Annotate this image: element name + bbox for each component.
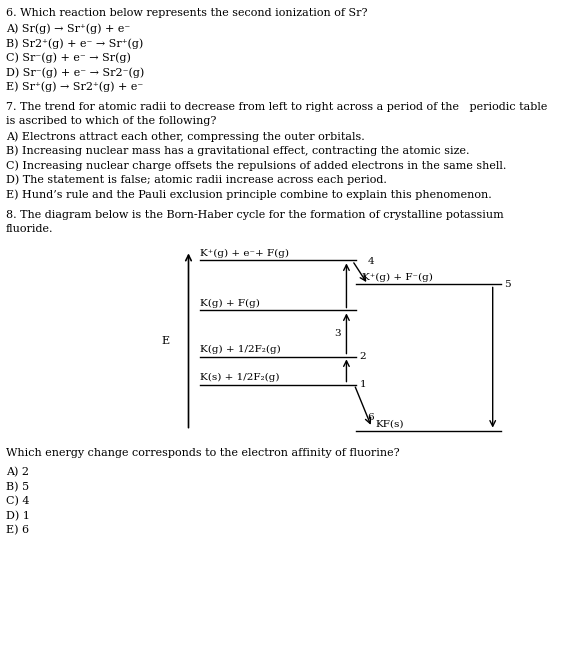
Text: 3: 3 <box>334 329 341 338</box>
Text: D) The statement is false; atomic radii increase across each period.: D) The statement is false; atomic radii … <box>6 175 387 185</box>
Text: B) 5: B) 5 <box>6 481 29 492</box>
Text: E) Hund’s rule and the Pauli exclusion principle combine to explain this phenome: E) Hund’s rule and the Pauli exclusion p… <box>6 189 492 199</box>
Text: C) Sr⁻(g) + e⁻ → Sr(g): C) Sr⁻(g) + e⁻ → Sr(g) <box>6 52 131 63</box>
Text: K(s) + 1/2F₂(g): K(s) + 1/2F₂(g) <box>200 373 280 382</box>
Text: K(g) + F(g): K(g) + F(g) <box>200 299 260 308</box>
Text: D) Sr⁻(g) + e⁻ → Sr2⁻(g): D) Sr⁻(g) + e⁻ → Sr2⁻(g) <box>6 67 144 78</box>
Text: 8. The diagram below is the Born-Haber cycle for the formation of crystalline po: 8. The diagram below is the Born-Haber c… <box>6 210 504 219</box>
Text: 6: 6 <box>367 413 374 422</box>
Text: 6. Which reaction below represents the second ionization of Sr?: 6. Which reaction below represents the s… <box>6 8 367 18</box>
Text: K(g) + 1/2F₂(g): K(g) + 1/2F₂(g) <box>200 345 281 354</box>
Text: B) Sr2⁺(g) + e⁻ → Sr⁺(g): B) Sr2⁺(g) + e⁻ → Sr⁺(g) <box>6 38 143 49</box>
Text: is ascribed to which of the following?: is ascribed to which of the following? <box>6 116 217 127</box>
Text: C) Increasing nuclear charge offsets the repulsions of added electrons in the sa: C) Increasing nuclear charge offsets the… <box>6 160 507 171</box>
Text: 4: 4 <box>368 258 375 267</box>
Text: 7. The trend for atomic radii to decrease from left to right across a period of : 7. The trend for atomic radii to decreas… <box>6 102 548 112</box>
Text: C) 4: C) 4 <box>6 496 30 507</box>
Text: Which energy change corresponds to the electron affinity of fluorine?: Which energy change corresponds to the e… <box>6 448 399 459</box>
Text: KF(s): KF(s) <box>376 419 404 428</box>
Text: 1: 1 <box>359 380 366 389</box>
Text: E) Sr⁺(g) → Sr2⁺(g) + e⁻: E) Sr⁺(g) → Sr2⁺(g) + e⁻ <box>6 82 143 92</box>
Text: B) Increasing nuclear mass has a gravitational effect, contracting the atomic si: B) Increasing nuclear mass has a gravita… <box>6 146 470 156</box>
Text: D) 1: D) 1 <box>6 510 30 521</box>
Text: A) 2: A) 2 <box>6 467 29 477</box>
Text: K⁺(g) + F⁻(g): K⁺(g) + F⁻(g) <box>362 273 433 282</box>
Text: A) Sr(g) → Sr⁺(g) + e⁻: A) Sr(g) → Sr⁺(g) + e⁻ <box>6 23 130 34</box>
Text: A) Electrons attract each other, compressing the outer orbitals.: A) Electrons attract each other, compres… <box>6 131 365 142</box>
Text: 5: 5 <box>504 280 511 289</box>
Text: 2: 2 <box>359 352 366 361</box>
Text: fluoride.: fluoride. <box>6 224 53 234</box>
Text: E: E <box>161 336 169 345</box>
Text: K⁺(g) + e⁻+ F(g): K⁺(g) + e⁻+ F(g) <box>200 249 289 258</box>
Text: E) 6: E) 6 <box>6 525 29 535</box>
